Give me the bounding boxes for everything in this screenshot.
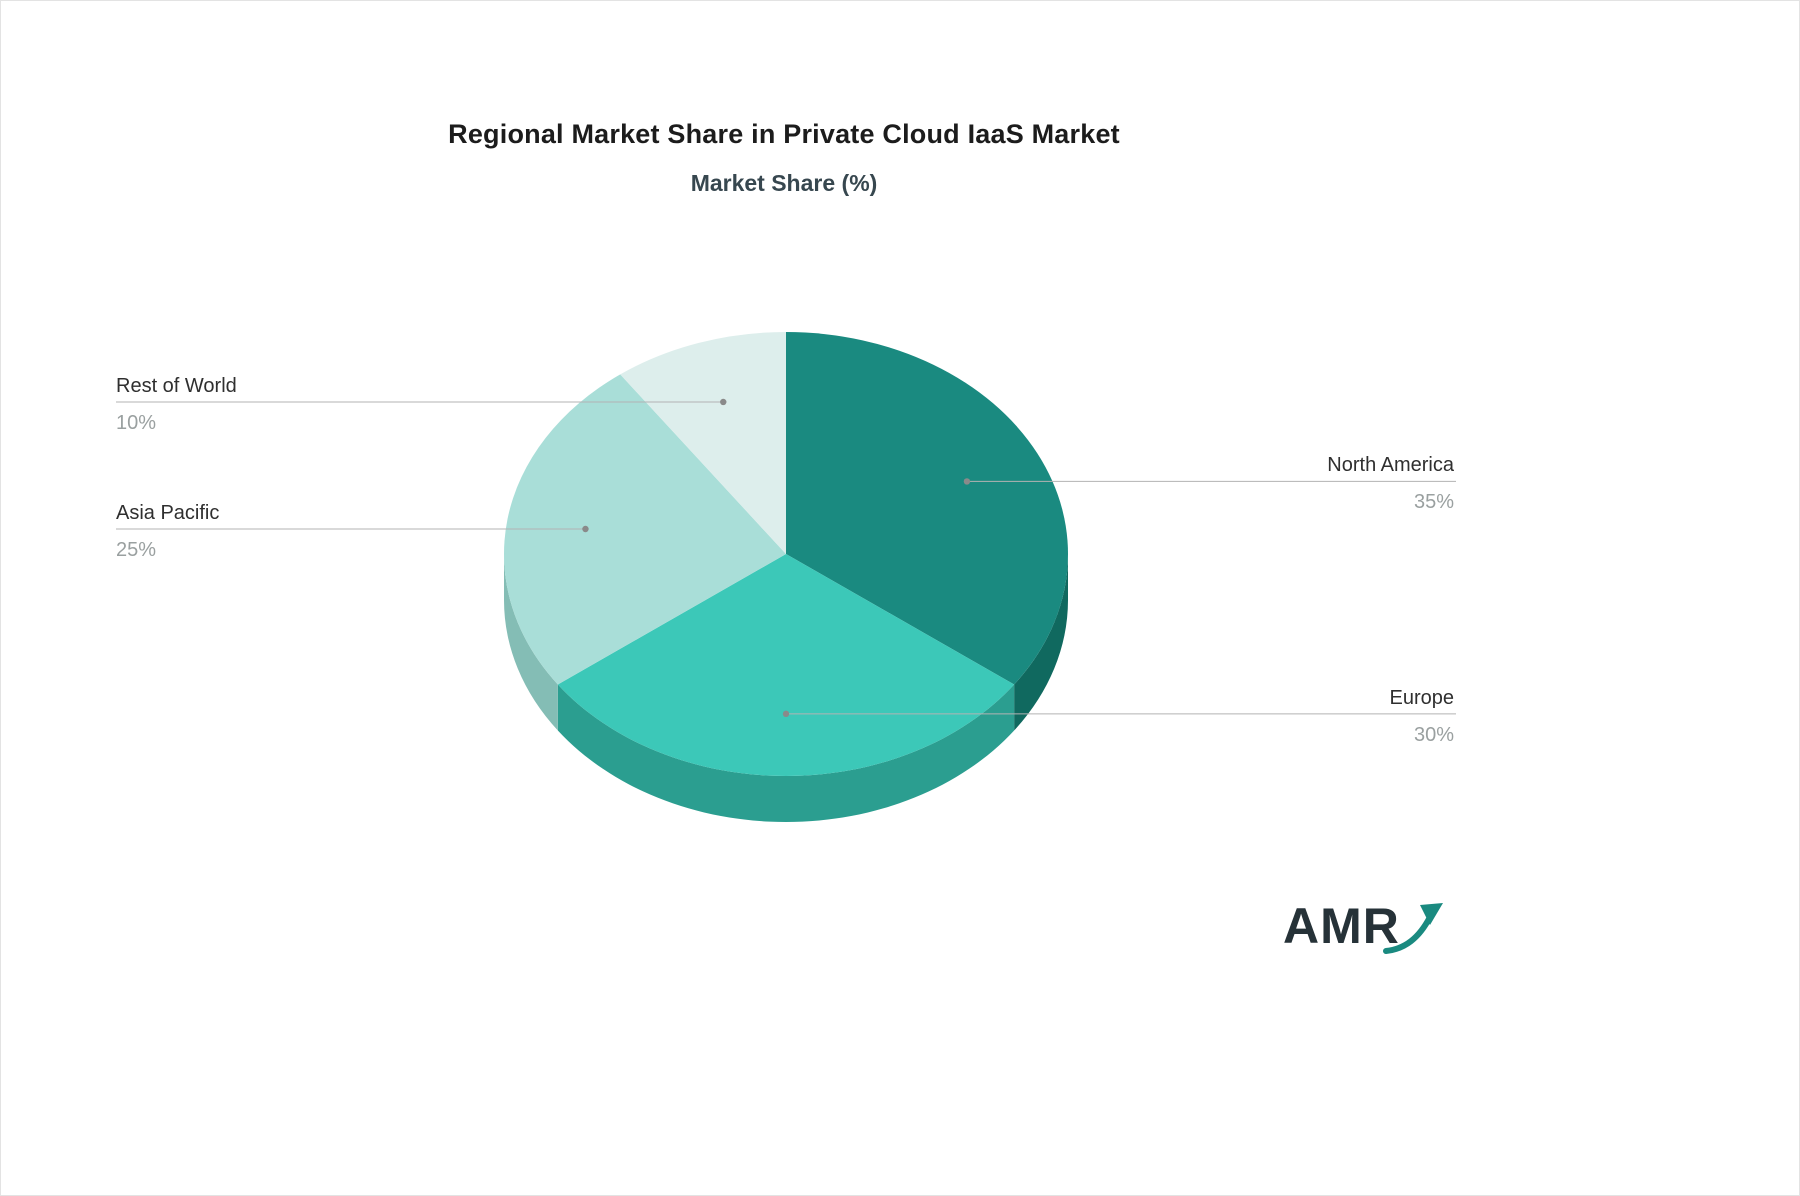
pie-slice-side-north-america: [1014, 554, 1068, 731]
slice-label-percent: 25%: [116, 538, 157, 561]
pie-slice-rest-of-world[interactable]: [620, 332, 786, 554]
brand-logo-arrow-icon: [1383, 903, 1443, 954]
slice-label-percent: 30%: [1413, 723, 1454, 746]
slice-label-europe: Europe 30%: [1094, 685, 1455, 747]
leader-dot-asia-pacific: [582, 525, 589, 533]
slice-label-name: North America: [1327, 454, 1454, 477]
chart-header: Regional Market Share in Private Cloud I…: [1, 119, 1567, 197]
slice-label-percent: 10%: [116, 411, 157, 434]
slice-label-name: Rest of World: [116, 374, 237, 397]
leader-dot-europe: [782, 710, 790, 718]
brand-logo: AMR: [1283, 896, 1443, 962]
slice-label-percent: 35%: [1413, 491, 1454, 514]
brand-logo-text: AMR: [1283, 898, 1400, 954]
slice-label-asia-pacific: Asia Pacific 25%: [116, 500, 476, 562]
pie-slice-north-america[interactable]: [786, 332, 1069, 685]
slice-label-name: Asia Pacific: [116, 501, 220, 524]
pie-slice-side-asia-pacific: [504, 554, 558, 731]
slice-label-rest-of-world: Rest of World 10%: [116, 373, 476, 435]
leader-dot-rest-of-world: [720, 398, 727, 406]
pie-slice-side-europe: [557, 684, 1015, 822]
pie-slice-europe[interactable]: [557, 554, 1015, 777]
slice-label-north-america: North America 35%: [1094, 452, 1454, 514]
leader-dot-north-america: [963, 478, 971, 485]
pie-slice-asia-pacific[interactable]: [503, 374, 786, 685]
chart-subtitle: Market Share (%): [690, 170, 878, 196]
slice-label-name: Europe: [1389, 686, 1455, 709]
chart-title: Regional Market Share in Private Cloud I…: [448, 119, 1120, 149]
